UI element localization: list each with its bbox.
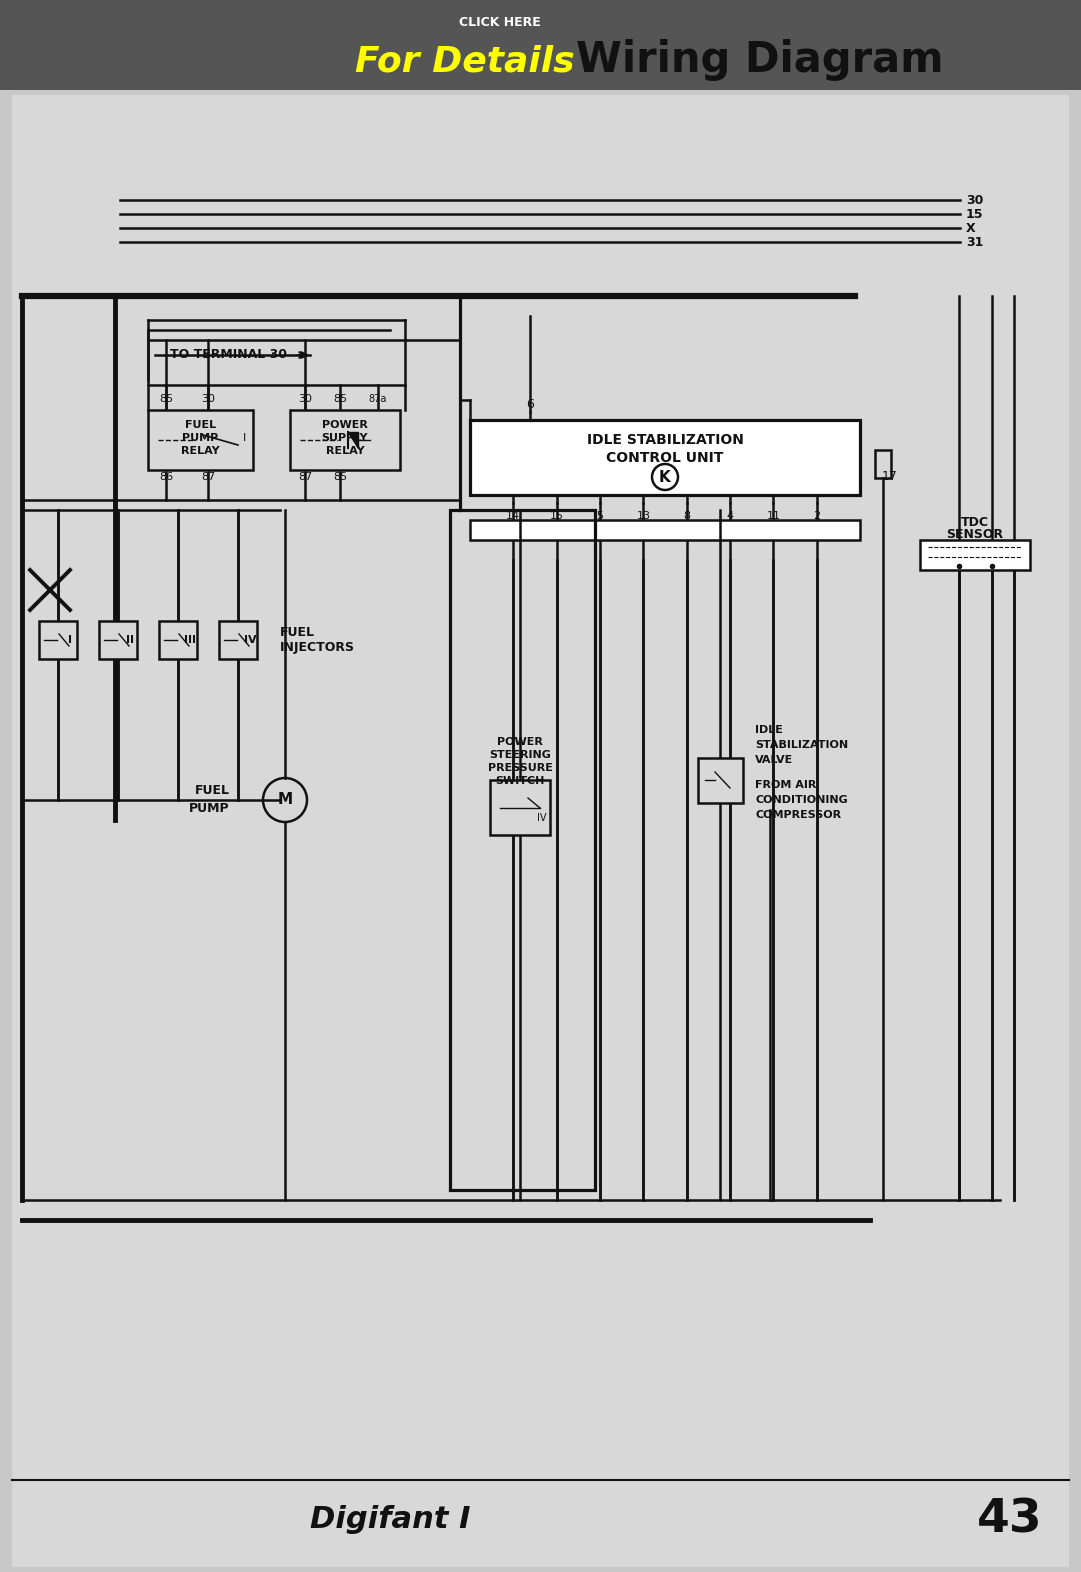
Text: VALVE: VALVE — [755, 755, 793, 766]
Text: 2: 2 — [813, 511, 820, 520]
Text: 17: 17 — [882, 470, 898, 483]
Bar — [0, 0, 1081, 90]
Text: IV: IV — [537, 813, 547, 824]
Text: 13: 13 — [637, 511, 651, 520]
Text: 87: 87 — [298, 472, 312, 483]
Text: 85: 85 — [159, 395, 173, 404]
Text: I: I — [243, 432, 246, 443]
Text: CONTROL UNIT: CONTROL UNIT — [606, 451, 723, 465]
Text: 85: 85 — [333, 395, 347, 404]
Text: 5: 5 — [597, 511, 603, 520]
Text: 15: 15 — [966, 208, 984, 220]
Text: FROM AIR: FROM AIR — [755, 780, 816, 791]
Text: IDLE: IDLE — [755, 725, 783, 736]
Text: 43: 43 — [977, 1498, 1043, 1542]
Text: PUMP: PUMP — [183, 432, 218, 443]
Bar — [490, 780, 550, 835]
Text: 87a: 87a — [369, 395, 387, 404]
Text: For Details: For Details — [356, 46, 575, 79]
Text: SUPPLY: SUPPLY — [322, 432, 369, 443]
Text: TO TERMINAL 30: TO TERMINAL 30 — [170, 349, 286, 362]
Text: I: I — [68, 635, 72, 645]
Text: 86: 86 — [159, 472, 173, 483]
Bar — [470, 520, 860, 541]
Text: FUEL: FUEL — [280, 626, 315, 638]
Text: III: III — [184, 635, 196, 645]
Polygon shape — [348, 432, 358, 448]
Text: 11: 11 — [766, 511, 780, 520]
Text: K: K — [659, 470, 671, 484]
Text: 15: 15 — [549, 511, 563, 520]
Bar — [920, 541, 1030, 571]
Text: X: X — [966, 222, 976, 234]
Text: II: II — [126, 635, 134, 645]
Text: PUMP: PUMP — [189, 802, 230, 814]
Text: INJECTORS: INJECTORS — [280, 641, 355, 654]
Text: STABILIZATION: STABILIZATION — [755, 740, 849, 750]
Text: 4: 4 — [726, 511, 734, 520]
Text: FUEL: FUEL — [185, 420, 216, 431]
Text: IV: IV — [243, 635, 256, 645]
Text: 8: 8 — [683, 511, 691, 520]
Text: SENSOR: SENSOR — [947, 528, 1003, 541]
Text: CONDITIONING: CONDITIONING — [755, 795, 848, 805]
Text: 30: 30 — [298, 395, 312, 404]
Text: RELAY: RELAY — [182, 446, 219, 456]
Bar — [99, 621, 137, 659]
Bar — [39, 621, 77, 659]
Bar — [450, 509, 595, 1190]
Text: SWITCH: SWITCH — [495, 777, 545, 786]
Text: POWER: POWER — [497, 737, 543, 747]
Text: 6: 6 — [526, 398, 534, 410]
Bar — [875, 450, 891, 478]
Bar — [219, 621, 257, 659]
Text: FUEL: FUEL — [195, 783, 230, 797]
Text: COMPRESSOR: COMPRESSOR — [755, 810, 841, 821]
Text: Digifant I: Digifant I — [310, 1506, 470, 1534]
Bar — [290, 410, 400, 470]
Bar — [470, 420, 860, 495]
Text: 14: 14 — [506, 511, 520, 520]
Bar — [148, 410, 253, 470]
Text: CLICK HERE: CLICK HERE — [459, 16, 540, 28]
Text: STEERING: STEERING — [489, 750, 551, 759]
Text: RELAY: RELAY — [325, 446, 364, 456]
Text: 87: 87 — [201, 472, 215, 483]
Text: 85: 85 — [333, 472, 347, 483]
Text: 30: 30 — [966, 193, 984, 206]
Text: 30: 30 — [201, 395, 215, 404]
Text: TDC: TDC — [961, 516, 989, 528]
Text: POWER: POWER — [322, 420, 368, 431]
Bar — [697, 758, 743, 802]
Text: Wiring Diagram: Wiring Diagram — [576, 39, 944, 82]
Bar — [159, 621, 197, 659]
Text: M: M — [278, 792, 293, 808]
Text: 31: 31 — [966, 236, 984, 248]
Text: PRESSURE: PRESSURE — [488, 762, 552, 773]
Text: IDLE STABILIZATION: IDLE STABILIZATION — [587, 432, 744, 446]
